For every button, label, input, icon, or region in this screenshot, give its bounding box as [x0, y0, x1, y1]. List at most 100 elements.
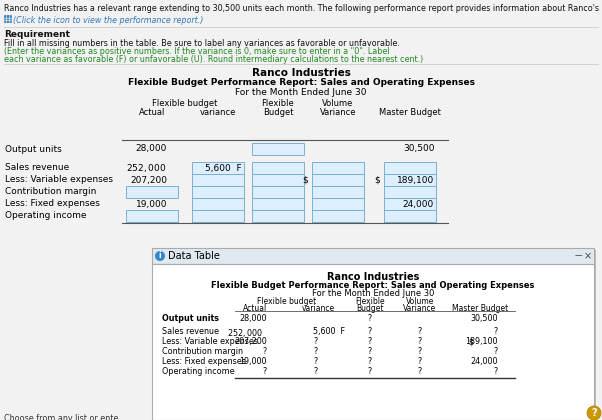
Circle shape — [155, 251, 165, 261]
Text: 5,600  F: 5,600 F — [205, 163, 242, 173]
Text: ?: ? — [368, 357, 372, 366]
Bar — [154, 250, 596, 420]
Bar — [384, 186, 436, 198]
Text: Operating income: Operating income — [5, 212, 87, 220]
Text: ?: ? — [418, 347, 422, 356]
Text: Output units: Output units — [5, 144, 62, 153]
Text: Contribution margin: Contribution margin — [162, 347, 243, 356]
Bar — [312, 210, 364, 222]
Text: ?: ? — [368, 347, 372, 356]
Bar — [312, 198, 364, 210]
Text: Flexible Budget Performance Report: Sales and Operating Expenses: Flexible Budget Performance Report: Sale… — [211, 281, 535, 290]
Bar — [126, 210, 178, 222]
Bar — [126, 186, 178, 198]
Bar — [252, 210, 304, 222]
Text: Ranco Industries: Ranco Industries — [327, 272, 419, 282]
Text: ?: ? — [368, 337, 372, 346]
Circle shape — [587, 406, 601, 420]
Text: Master Budget: Master Budget — [452, 304, 508, 313]
Text: Flexible Budget Performance Report: Sales and Operating Expenses: Flexible Budget Performance Report: Sale… — [128, 78, 474, 87]
Text: Sales revenue: Sales revenue — [5, 163, 69, 173]
Text: Ranco Industries: Ranco Industries — [252, 68, 350, 78]
Bar — [252, 186, 304, 198]
Text: 19,000: 19,000 — [135, 200, 167, 208]
Text: Contribution margin: Contribution margin — [5, 187, 96, 197]
Text: $: $ — [302, 176, 308, 184]
Text: ?: ? — [313, 347, 317, 356]
Text: i: i — [159, 252, 161, 260]
Text: variance: variance — [200, 108, 236, 117]
Text: $ 252,000 $: $ 252,000 $ — [227, 327, 263, 339]
Text: Variance: Variance — [320, 108, 356, 117]
Text: 5,600  F: 5,600 F — [313, 327, 345, 336]
Text: 28,000: 28,000 — [240, 314, 267, 323]
Text: (Enter the variances as positive numbers. If the variance is 0, make sure to ent: (Enter the variances as positive numbers… — [4, 47, 389, 56]
Text: Choose from any list or ente: Choose from any list or ente — [4, 414, 119, 420]
Text: ?: ? — [591, 408, 597, 418]
Text: ?: ? — [262, 367, 267, 376]
Text: $ 252,000 $: $ 252,000 $ — [126, 162, 166, 174]
Text: Less: Fixed expenses: Less: Fixed expenses — [162, 357, 246, 366]
Text: Data Table: Data Table — [168, 251, 220, 261]
Text: —: — — [574, 252, 582, 260]
Bar — [384, 174, 436, 186]
Text: ?: ? — [494, 327, 498, 336]
Text: For the Month Ended June 30: For the Month Ended June 30 — [235, 88, 367, 97]
Bar — [312, 174, 364, 186]
Text: ?: ? — [262, 347, 267, 356]
Bar — [384, 162, 436, 174]
Text: variance: variance — [302, 304, 335, 313]
Bar — [312, 186, 364, 198]
Text: ?: ? — [494, 347, 498, 356]
Text: ?: ? — [418, 327, 422, 336]
Text: 207,200: 207,200 — [130, 176, 167, 184]
Bar — [252, 162, 304, 174]
Text: Flexible budget: Flexible budget — [257, 297, 316, 306]
Text: Less: Fixed expenses: Less: Fixed expenses — [5, 200, 100, 208]
Text: ?: ? — [494, 367, 498, 376]
Text: Less: Variable expenses: Less: Variable expenses — [162, 337, 258, 346]
Bar — [192, 198, 244, 210]
Text: Fill in all missing numbers in the table. Be sure to label any variances as favo: Fill in all missing numbers in the table… — [4, 39, 400, 48]
Text: ?: ? — [418, 367, 422, 376]
Text: $: $ — [374, 176, 380, 184]
Text: 189,100: 189,100 — [397, 176, 434, 184]
Text: 24,000: 24,000 — [403, 200, 434, 208]
Text: ?: ? — [418, 357, 422, 366]
Text: Ranco Industries has a relevant range extending to 30,500 units each month. The : Ranco Industries has a relevant range ex… — [4, 4, 602, 13]
Text: Actual: Actual — [139, 108, 165, 117]
Bar — [384, 210, 436, 222]
Text: $: $ — [468, 337, 473, 346]
Text: ?: ? — [313, 367, 317, 376]
Bar — [192, 210, 244, 222]
Text: ?: ? — [368, 367, 372, 376]
Text: Volume: Volume — [322, 99, 354, 108]
Bar — [384, 198, 436, 210]
Text: ?: ? — [313, 357, 317, 366]
Bar — [152, 248, 594, 264]
Text: 30,500: 30,500 — [403, 144, 435, 153]
Bar — [312, 162, 364, 174]
Text: Output units: Output units — [162, 314, 219, 323]
Bar — [252, 198, 304, 210]
Bar — [192, 174, 244, 186]
Text: ?: ? — [368, 327, 372, 336]
Text: Flexible budget: Flexible budget — [152, 99, 218, 108]
Bar — [252, 174, 304, 186]
Text: (Click the icon to view the performance report.): (Click the icon to view the performance … — [13, 16, 203, 25]
Text: ?: ? — [418, 337, 422, 346]
Text: Requirement: Requirement — [4, 30, 70, 39]
Text: Flexible: Flexible — [262, 99, 294, 108]
Text: Master Budget: Master Budget — [379, 108, 441, 117]
Bar — [192, 186, 244, 198]
Text: ?: ? — [368, 314, 372, 323]
Text: each variance as favorable (F) or unfavorable (U). Round intermediary calculatio: each variance as favorable (F) or unfavo… — [4, 55, 423, 64]
Bar — [192, 162, 244, 174]
Bar — [152, 264, 594, 420]
Text: For the Month Ended June 30: For the Month Ended June 30 — [312, 289, 434, 298]
Text: Actual: Actual — [243, 304, 267, 313]
Text: 24,000: 24,000 — [471, 357, 498, 366]
Text: Variance: Variance — [403, 304, 436, 313]
Text: ?: ? — [313, 337, 317, 346]
Text: 28,000: 28,000 — [135, 144, 167, 153]
